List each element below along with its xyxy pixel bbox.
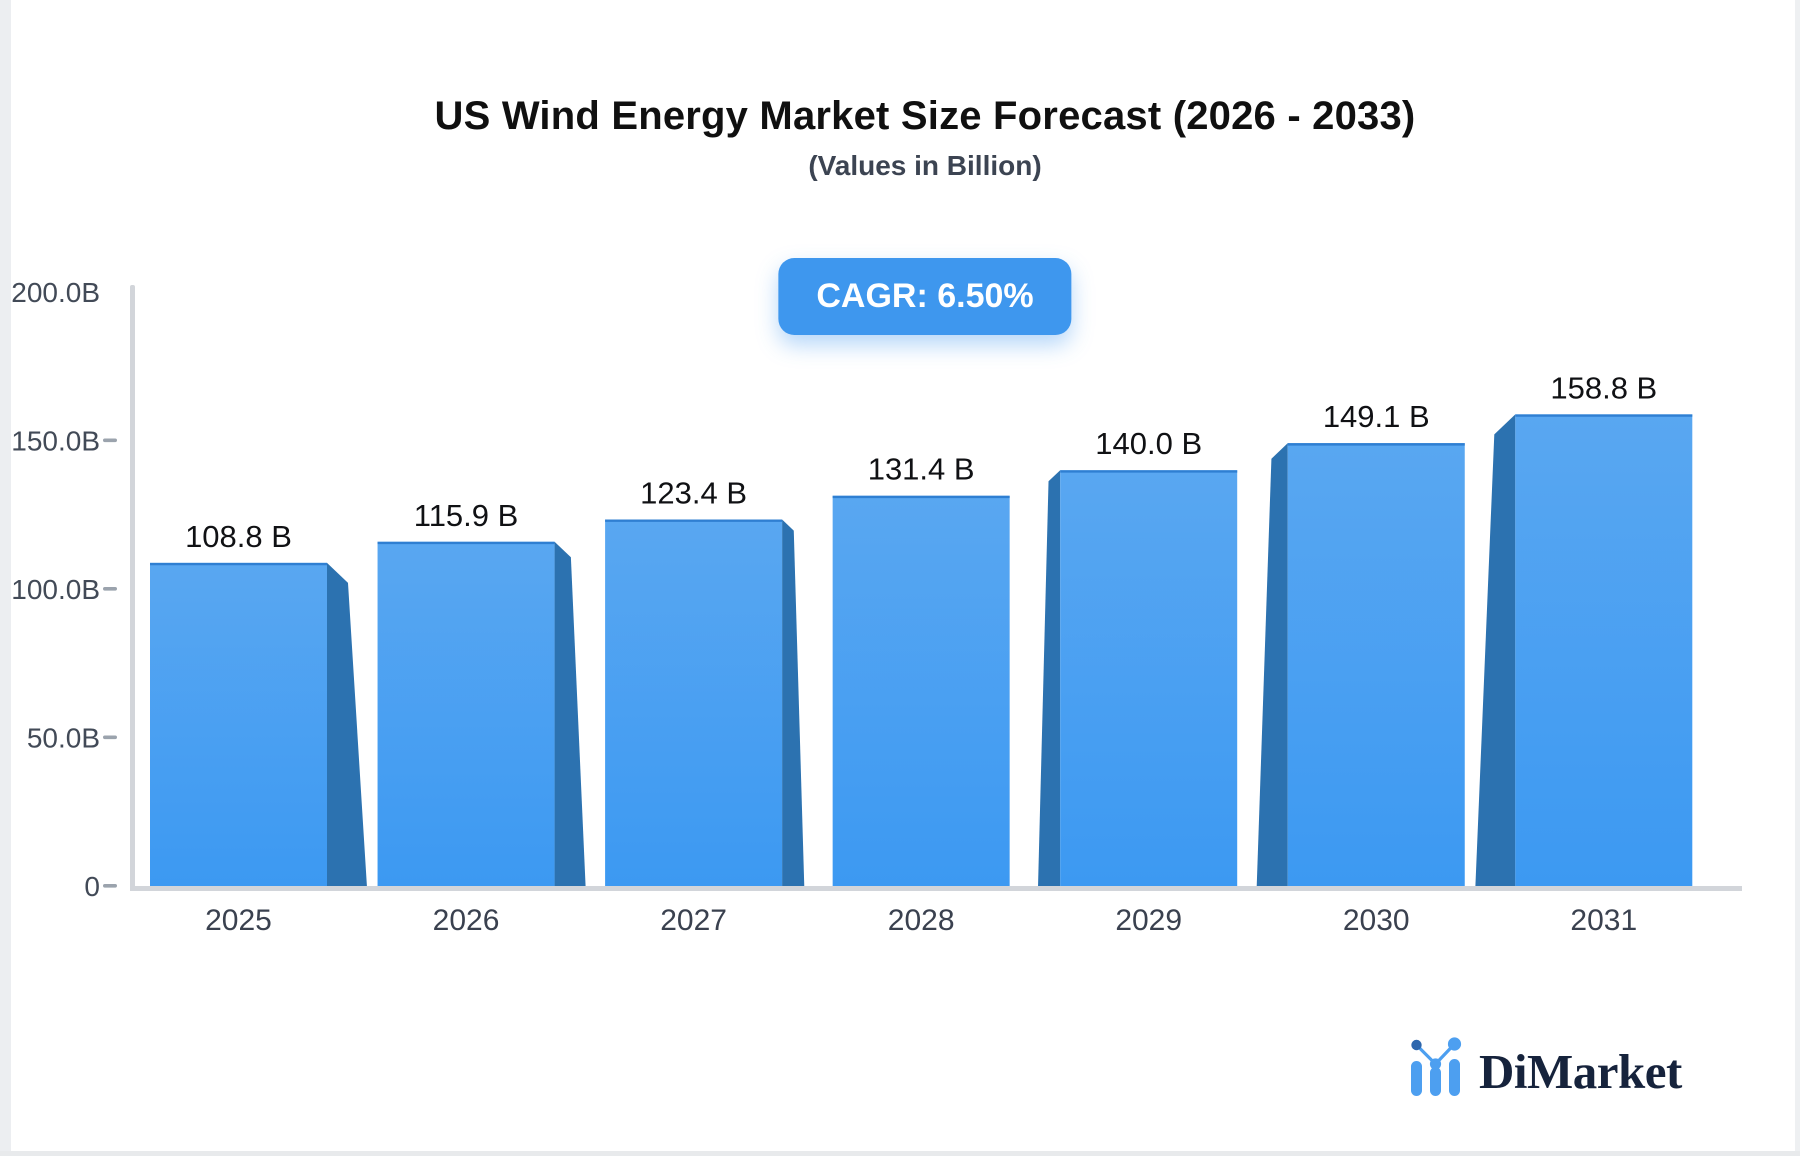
y-tick-label: 0 bbox=[84, 871, 100, 902]
x-tick-label: 2029 bbox=[1115, 904, 1182, 937]
dimarket-logo: DiMarket bbox=[1408, 1036, 1682, 1096]
bar-side-face bbox=[327, 562, 367, 886]
bar-value-label: 149.1 B bbox=[1323, 399, 1430, 434]
bar bbox=[1287, 443, 1465, 886]
y-tick-label: 200.0B bbox=[11, 277, 100, 308]
window-edge-left bbox=[0, 0, 11, 1156]
bar-value-label: 108.8 B bbox=[185, 519, 292, 554]
bar-side-face bbox=[782, 519, 805, 886]
x-axis-line bbox=[130, 886, 1742, 891]
bar-value-label: 140.0 B bbox=[1095, 426, 1202, 461]
bar-value-label: 123.4 B bbox=[640, 476, 747, 511]
mini-bar-chart-icon bbox=[1411, 1037, 1462, 1096]
window-edge-bottom bbox=[0, 1151, 1800, 1156]
bar-side-face bbox=[1256, 443, 1288, 886]
bar-value-label: 131.4 B bbox=[868, 452, 975, 487]
y-tick-label: 50.0B bbox=[27, 723, 100, 754]
x-tick-label: 2027 bbox=[660, 904, 727, 937]
bar bbox=[605, 519, 783, 886]
y-axis-line bbox=[130, 285, 135, 891]
bar-side-face bbox=[1475, 414, 1516, 886]
y-tick-label: 150.0B bbox=[11, 426, 100, 457]
y-tick-dash bbox=[103, 735, 117, 740]
bar bbox=[377, 541, 555, 886]
bar bbox=[1515, 414, 1693, 886]
x-tick-label: 2031 bbox=[1570, 904, 1637, 937]
bar-side-face bbox=[554, 541, 586, 886]
bar-value-label: 115.9 B bbox=[414, 498, 519, 533]
chart-title: US Wind Energy Market Size Forecast (202… bbox=[434, 94, 1416, 138]
x-tick-label: 2025 bbox=[205, 904, 272, 937]
bar-value-label: 158.8 B bbox=[1550, 370, 1657, 405]
x-tick-label: 2028 bbox=[888, 904, 955, 937]
chart-subtitle: (Values in Billion) bbox=[808, 150, 1042, 181]
window-edge-right bbox=[1795, 0, 1800, 1156]
logo-text: DiMarket bbox=[1479, 1044, 1682, 1099]
x-tick-label: 2030 bbox=[1343, 904, 1410, 937]
y-tick-dash bbox=[103, 884, 117, 888]
y-tick-label: 100.0B bbox=[11, 574, 100, 605]
bar bbox=[832, 495, 1010, 886]
cagr-badge: CAGR: 6.50% bbox=[778, 258, 1072, 335]
bar bbox=[1060, 470, 1238, 886]
bar bbox=[150, 562, 327, 886]
bar-side-face bbox=[1038, 470, 1061, 886]
y-tick-dash bbox=[103, 587, 117, 591]
x-tick-label: 2026 bbox=[433, 904, 500, 937]
y-tick-dash bbox=[103, 438, 117, 443]
